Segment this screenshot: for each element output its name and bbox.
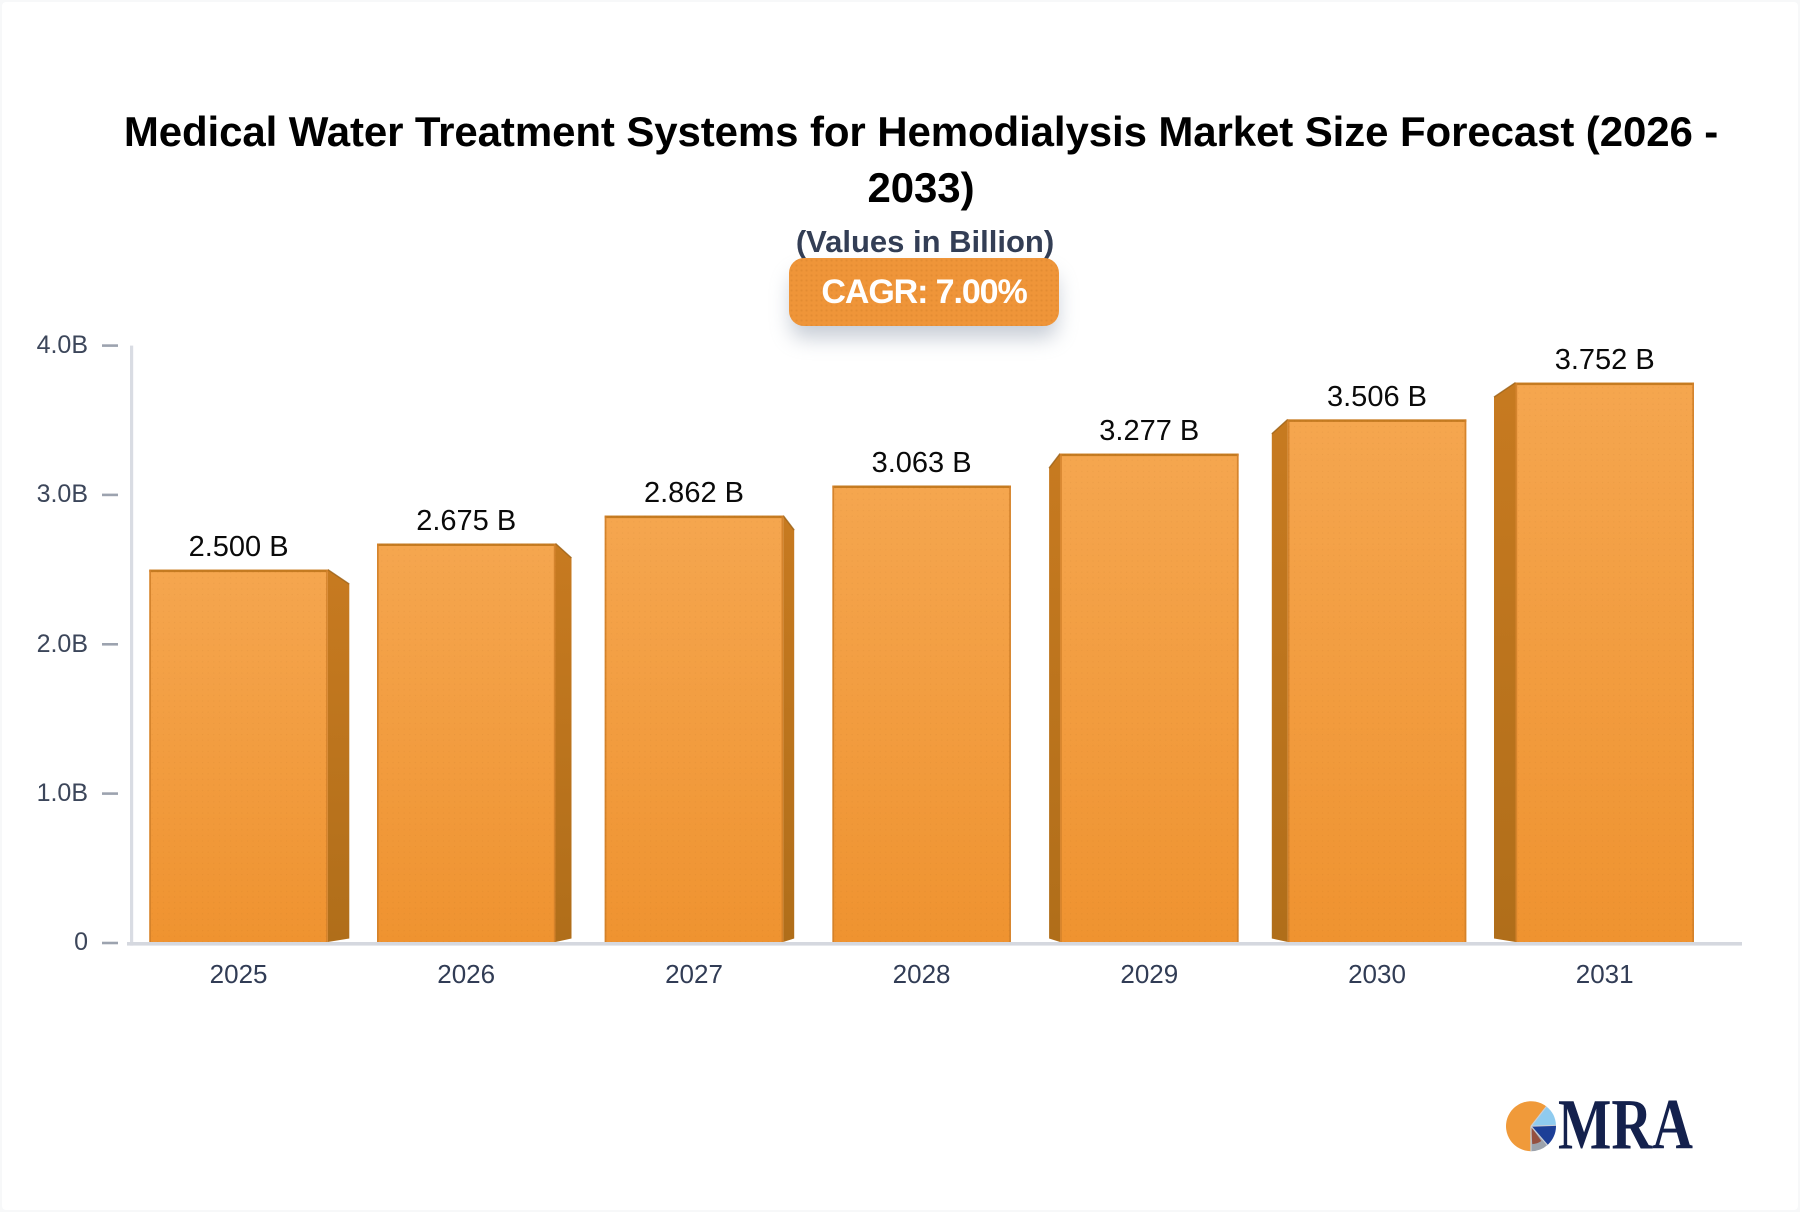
svg-text:MRA: MRA (1558, 1090, 1693, 1165)
